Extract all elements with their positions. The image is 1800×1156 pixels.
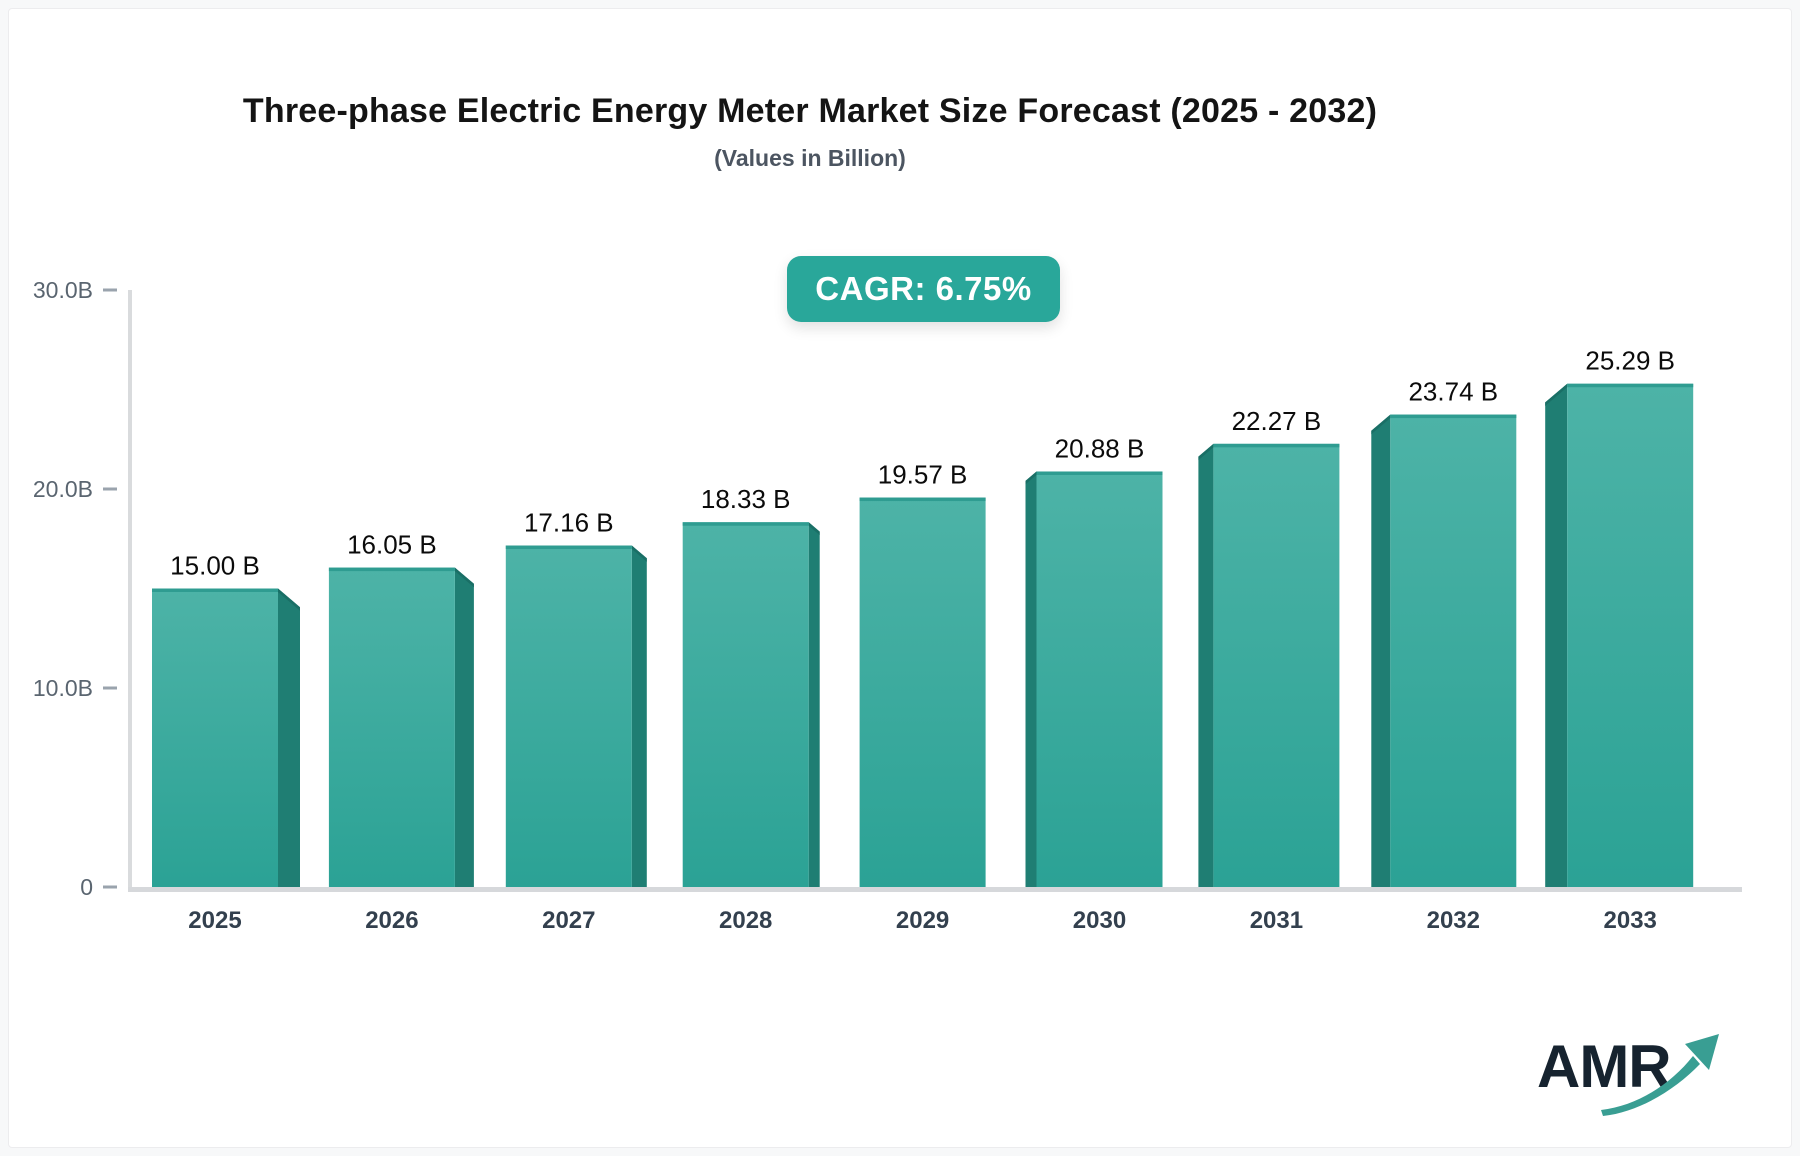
x-baseline [128,887,1742,892]
bar-top-edge [682,522,809,526]
growth-arrow-icon [1601,1034,1719,1116]
x-tick-label: 2027 [542,907,595,934]
bar-2026 [328,567,455,887]
value-label: 20.88 B [1055,433,1145,463]
y-tick-label: 30.0B [33,277,93,303]
bar-side [1371,414,1391,887]
x-tick-label: 2033 [1604,907,1657,934]
bar-side-edge [808,522,820,536]
bar-side-edge [1371,414,1391,435]
bar-2032 [1390,414,1517,887]
bar-side [808,522,820,887]
y-tick-mark [103,885,117,889]
bar-side-edge [1198,443,1214,461]
bar-top-edge [1390,414,1517,419]
x-tick-label: 2025 [188,907,241,934]
chart-subtitle: (Values in Billion) [714,145,906,171]
bar-2029 [859,497,986,887]
bar-side [454,567,474,887]
bar-side-edge [631,545,647,562]
x-tick-label: 2028 [719,907,772,934]
bar-2031 [1213,443,1340,887]
bar-top-edge [859,497,986,502]
chart-header: Three-phase Electric Energy Meter Market… [0,92,1620,172]
x-tick-label: 2029 [896,907,949,934]
bar-2025 [152,588,278,887]
y-tick-mark [103,686,117,690]
bar-top-edge [1036,471,1163,475]
y-tick-label: 0 [80,874,93,900]
bar-side-edge [454,567,474,588]
y-tick-mark [103,288,117,292]
y-axis-line [128,290,132,890]
value-label: 16.05 B [347,530,437,560]
value-label: 23.74 B [1408,377,1498,407]
value-label: 17.16 B [524,508,614,538]
bar-side-edge [1545,383,1568,406]
value-label: 22.27 B [1232,406,1322,436]
bar-side-edge [1025,471,1037,485]
value-label: 18.33 B [701,484,791,514]
bar-2030 [1036,471,1163,887]
value-label: 15.00 B [170,551,260,581]
bar-side [1198,443,1214,887]
bar-top-edge [1567,383,1694,388]
cagr-badge: CAGR: 6.75% [787,256,1060,322]
x-tick-label: 2031 [1250,907,1303,934]
amr-logo: AMR [1537,1032,1737,1132]
bar-side [1545,383,1568,887]
y-tick-label: 20.0B [33,476,93,502]
bar-2033 [1567,383,1694,887]
amr-logo-text: AMR [1537,1033,1672,1100]
bar-top-edge [505,545,632,550]
bar-top-edge [152,588,278,592]
chart-title: Three-phase Electric Energy Meter Market… [242,92,1378,130]
x-tick-label: 2030 [1073,907,1126,934]
value-label: 19.57 B [878,460,968,490]
cagr-badge-label: CAGR: 6.75% [815,270,1032,307]
bar-side [1025,471,1037,887]
x-tick-label: 2026 [365,907,418,934]
bar-2028 [682,522,809,887]
value-label: 25.29 B [1585,346,1675,376]
bar-2027 [505,545,632,887]
bar-top-edge [1213,443,1340,448]
bar-side-edge [278,588,300,611]
y-tick-label: 10.0B [33,675,93,701]
bar-top-edge [328,567,455,572]
x-tick-label: 2032 [1427,907,1480,934]
bar-side [278,588,300,887]
y-tick-mark [103,487,117,491]
bar-side [631,545,647,887]
